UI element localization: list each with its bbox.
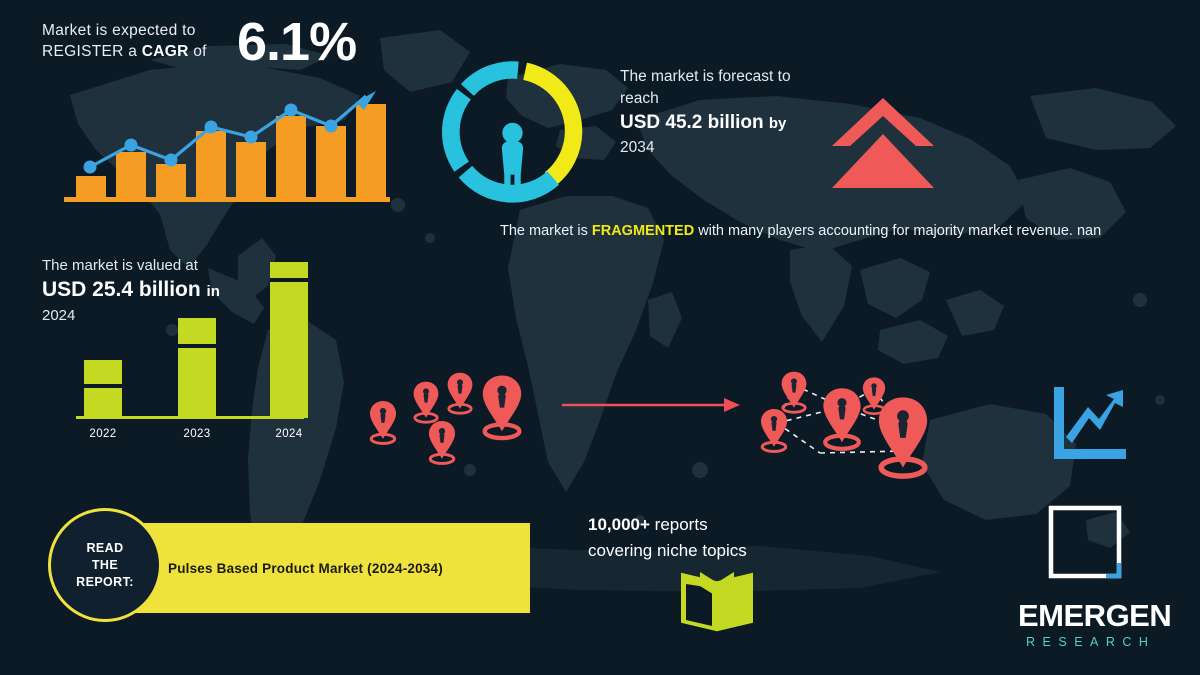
tick-label-2022: 2022 — [89, 428, 117, 440]
reports-count: 10,000+ — [588, 515, 650, 534]
fragmented-statement: The market is FRAGMENTED with many playe… — [500, 220, 1140, 243]
donut-slice-b — [460, 61, 519, 96]
cta-line-1: READ — [86, 540, 124, 555]
forecast-value-suffix: by — [768, 115, 787, 132]
map-pin-person-icon — [412, 380, 440, 424]
report-cta-banner[interactable]: Pulses Based Product Market (2024-2034) — [120, 523, 530, 613]
read-the-report-label: READ THE REPORT: — [51, 511, 159, 619]
map-pin-person-icon — [483, 375, 521, 438]
bar — [196, 131, 226, 201]
cagr-line-2-pre: REGISTER a — [42, 43, 142, 60]
reports-line-2: covering niche topics — [588, 541, 747, 560]
chevron-up-icon — [832, 98, 934, 146]
map-pin-person-icon — [427, 419, 457, 465]
map-pin-person-icon — [446, 371, 474, 415]
fragmented-post: with many players accounting for majorit… — [694, 223, 1102, 239]
forecast-line-2: reach — [620, 90, 659, 107]
market-pin-clusters — [368, 370, 950, 480]
market-value-bar-chart: 2022 2023 2024 — [70, 262, 315, 440]
reports-count-suffix: reports — [649, 515, 708, 534]
forecast-value-row: USD 45.2 billion by — [620, 110, 880, 137]
donut-slice-d — [458, 165, 559, 203]
bar — [316, 126, 346, 201]
bar — [116, 152, 146, 201]
forecast-value: USD 45.2 billion — [620, 112, 764, 133]
growth-trend-bar-chart — [64, 91, 390, 202]
bar — [236, 142, 266, 201]
forecast-line-1: The market is forecast to — [620, 68, 791, 85]
cta-line-3: REPORT: — [76, 574, 134, 589]
map-pin-person-icon — [861, 376, 887, 415]
cagr-keyword: CAGR — [141, 43, 189, 60]
bar — [156, 164, 186, 201]
bar — [356, 104, 386, 201]
bar — [76, 176, 106, 201]
trend-arrow-icon — [356, 91, 376, 110]
map-pin-person-icon — [823, 388, 860, 449]
cagr-line-1: Market is expected to — [42, 22, 196, 39]
valued-line-1: The market is valued at — [42, 257, 198, 274]
person-body-icon — [501, 140, 524, 192]
market-value-block: The market is valued at USD 25.4 billion… — [42, 255, 302, 326]
fragmented-keyword: FRAGMENTED — [591, 223, 695, 239]
square-outline-icon — [1048, 505, 1122, 579]
bar-separator — [84, 384, 122, 388]
trend-up-chart-icon — [1054, 387, 1126, 459]
person-head-icon — [502, 122, 523, 144]
bar-series — [76, 104, 386, 201]
bar-2024 — [270, 262, 308, 418]
tick-label-2024: 2024 — [275, 428, 303, 440]
fragmented-pre: The market is — [500, 223, 592, 239]
logo-subtext: RESEARCH — [1026, 635, 1156, 649]
bar-2022 — [84, 360, 122, 418]
forecast-year: 2034 — [620, 139, 655, 156]
cagr-value: 6.1% — [237, 12, 357, 72]
forecast-block: The market is forecast to reach USD 45.2… — [620, 66, 880, 159]
map-pin-person-icon — [780, 370, 808, 414]
chart-baseline — [64, 197, 390, 202]
map-pin-person-icon — [879, 397, 927, 476]
valued-value: USD 25.4 billion — [42, 278, 201, 301]
triangle-up-icon — [832, 134, 934, 188]
tick-label-2023: 2023 — [183, 428, 211, 440]
bar-separator — [270, 278, 308, 282]
cagr-line-2-post: of — [188, 43, 207, 60]
map-pin-person-icon — [368, 399, 398, 445]
valued-year: 2024 — [42, 307, 76, 324]
donut-slice-a-fill — [523, 62, 583, 177]
right-arrow-icon — [562, 398, 740, 412]
donut-slice-c — [442, 88, 471, 172]
open-book-icon — [681, 572, 753, 632]
trend-points — [83, 103, 338, 174]
reports-block: 10,000+ reports covering niche topics — [588, 512, 858, 564]
reports-line-1: 10,000+ reports — [588, 512, 858, 538]
read-the-report-button[interactable]: READ THE REPORT: — [48, 508, 162, 622]
logo-wordmark: EMERGEN — [1018, 598, 1172, 633]
valued-value-row: USD 25.4 billion in — [42, 276, 302, 306]
report-title: Pulses Based Product Market (2024-2034) — [168, 561, 443, 576]
pin-cluster-left — [368, 371, 521, 465]
pin-cluster-right — [759, 370, 927, 476]
map-pin-person-icon — [759, 407, 789, 453]
cagr-label: Market is expected to REGISTER a CAGR of — [42, 14, 237, 62]
trend-line — [89, 94, 368, 169]
bar — [276, 116, 306, 201]
valued-value-suffix: in — [206, 283, 220, 300]
cagr-block: Market is expected to REGISTER a CAGR of… — [42, 14, 442, 70]
bar-separator — [178, 344, 216, 348]
cta-line-2: THE — [91, 557, 119, 572]
market-share-donut — [442, 61, 583, 203]
double-up-arrow-icon — [832, 98, 934, 188]
bar-2023 — [178, 318, 216, 418]
